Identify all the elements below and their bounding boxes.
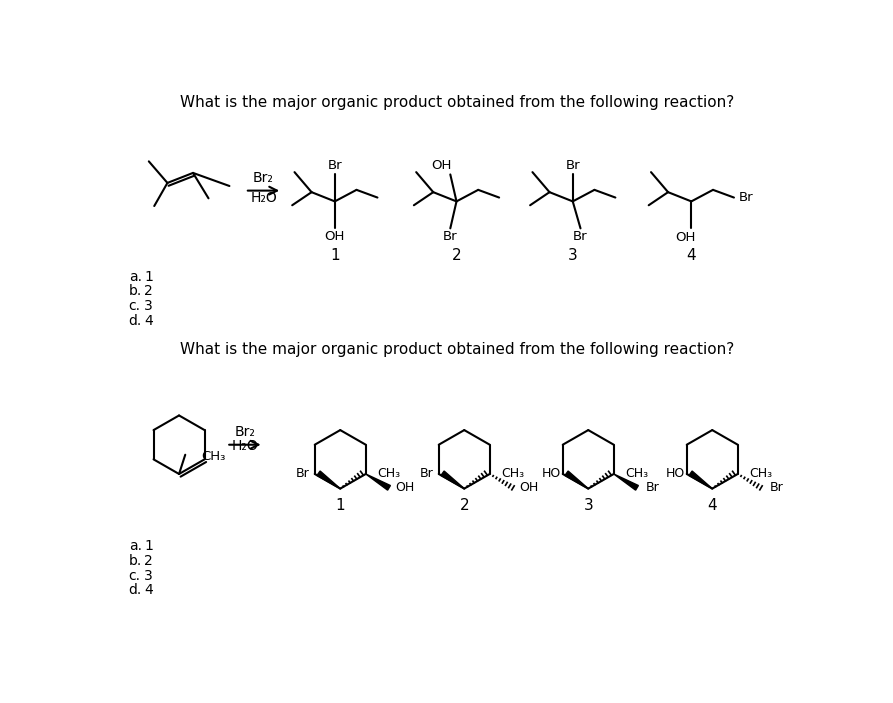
Polygon shape — [317, 471, 340, 489]
Polygon shape — [565, 471, 588, 489]
Text: 3: 3 — [144, 569, 153, 583]
Text: 2: 2 — [452, 247, 462, 263]
Text: CH₃: CH₃ — [625, 467, 648, 479]
Text: CH₃: CH₃ — [749, 467, 772, 479]
Text: CH₃: CH₃ — [502, 467, 524, 479]
Text: OH: OH — [519, 482, 538, 494]
Text: OH: OH — [430, 160, 451, 172]
Text: b.: b. — [129, 285, 142, 299]
Text: Br: Br — [443, 231, 457, 243]
Text: OH: OH — [325, 231, 345, 243]
Text: Br: Br — [296, 467, 310, 479]
Text: 2: 2 — [144, 554, 153, 568]
Polygon shape — [441, 471, 464, 489]
Text: Br: Br — [739, 191, 753, 204]
Text: 2: 2 — [459, 498, 469, 513]
Text: What is the major organic product obtained from the following reaction?: What is the major organic product obtain… — [180, 342, 734, 357]
Text: H₂O: H₂O — [231, 439, 258, 453]
Text: a.: a. — [129, 539, 142, 553]
Text: CH₃: CH₃ — [378, 467, 401, 479]
Text: Br₂: Br₂ — [253, 172, 274, 186]
Text: 4: 4 — [687, 247, 697, 263]
Text: Br₂: Br₂ — [235, 425, 255, 439]
Text: OH: OH — [675, 231, 696, 244]
Text: 1: 1 — [144, 539, 153, 553]
Text: 1: 1 — [330, 247, 339, 263]
Text: 1: 1 — [144, 270, 153, 284]
Text: Br: Br — [328, 160, 342, 172]
Text: Br: Br — [565, 160, 580, 172]
Text: 4: 4 — [144, 314, 153, 328]
Text: HO: HO — [665, 467, 685, 479]
Text: d.: d. — [129, 314, 142, 328]
Text: c.: c. — [129, 569, 141, 583]
Text: H₂O: H₂O — [250, 191, 277, 205]
Text: CH₃: CH₃ — [201, 450, 225, 463]
Text: 3: 3 — [144, 299, 153, 313]
Text: 1: 1 — [336, 498, 345, 513]
Text: 3: 3 — [568, 247, 578, 263]
Text: Br: Br — [646, 482, 659, 494]
Text: 4: 4 — [144, 583, 153, 598]
Polygon shape — [613, 474, 638, 490]
Text: HO: HO — [541, 467, 561, 479]
Polygon shape — [366, 474, 390, 490]
Text: Br: Br — [421, 467, 434, 479]
Text: a.: a. — [129, 270, 142, 284]
Text: 2: 2 — [144, 285, 153, 299]
Text: 4: 4 — [707, 498, 717, 513]
Text: d.: d. — [129, 583, 142, 598]
Text: Br: Br — [573, 231, 588, 243]
Text: c.: c. — [129, 299, 141, 313]
Polygon shape — [689, 471, 713, 489]
Text: What is the major organic product obtained from the following reaction?: What is the major organic product obtain… — [180, 95, 734, 110]
Text: 3: 3 — [583, 498, 593, 513]
Text: OH: OH — [395, 482, 414, 494]
Text: b.: b. — [129, 554, 142, 568]
Text: Br: Br — [770, 482, 783, 494]
